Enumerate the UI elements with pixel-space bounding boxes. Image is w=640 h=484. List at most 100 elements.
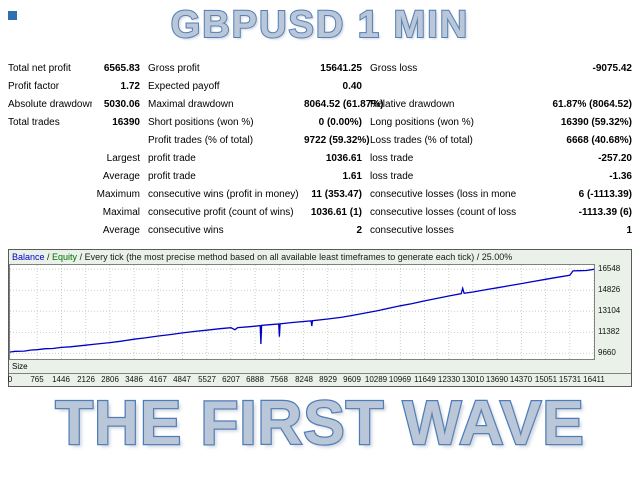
plot-row: 16548 14826 13104 11382 9660	[9, 264, 631, 360]
table-row: Average profit trade 1.61 loss trade -1.36	[8, 167, 632, 185]
x-axis-label: 4847	[173, 375, 191, 384]
x-axis-label: 6888	[246, 375, 264, 384]
table-label: profit trade	[148, 152, 196, 164]
table-value: 61.87% (8064.52)	[552, 98, 632, 110]
table-label: Expected payoff	[148, 80, 220, 92]
size-pane-label: Size	[12, 362, 28, 371]
x-axis-label: 765	[30, 375, 44, 384]
legend-separator: /	[44, 252, 53, 262]
table-value: 8064.52 (61.87%)	[304, 98, 384, 110]
report-table: Total net profit 6565.83 Gross profit 15641…	[8, 59, 632, 239]
table-row: Absolute drawdown 5030.06 Maximal drawdown…	[8, 95, 632, 113]
x-axis-label: 0	[7, 375, 13, 384]
legend-balance-label: Balance	[12, 252, 45, 262]
table-label: profit trade	[148, 170, 196, 182]
y-axis-label: 13104	[598, 306, 621, 315]
table-row: Profit trades (% of total) 9722 (59.32%) L…	[8, 131, 632, 149]
table-value: 6565.83	[103, 62, 140, 74]
table-row: Maximum consecutive wins (profit in money…	[8, 185, 632, 203]
corner-marker	[8, 11, 17, 20]
y-axis-label: 11382	[598, 327, 620, 336]
table-value: 16390 (59.32%)	[560, 116, 632, 128]
table-value: 15641.25	[320, 62, 362, 74]
x-axis-label: 10969	[388, 375, 412, 384]
x-axis-label: 6207	[222, 375, 240, 384]
table-label: Maximal	[102, 206, 140, 218]
table-value: 1.61	[342, 170, 362, 182]
table-label: consecutive losses (loss in money)	[370, 188, 516, 200]
table-value: -9075.42	[592, 62, 632, 74]
page-title: GBPUSD 1 MIN	[170, 3, 470, 47]
table-label: consecutive losses (count of losses)	[370, 206, 516, 218]
table-row: Profit factor 1.72 Expected payoff 0.40	[8, 77, 632, 95]
table-row: Total trades 16390 Short positions (won %)…	[8, 113, 632, 131]
table-label: loss trade	[370, 152, 414, 164]
x-axis-label: 8248	[295, 375, 313, 384]
x-axis-label: 8929	[319, 375, 337, 384]
size-pane: Size	[9, 360, 631, 374]
table-value: 11 (353.47)	[311, 188, 362, 200]
x-axis-label: 5527	[198, 375, 216, 384]
x-axis-label: 11649	[414, 375, 436, 384]
table-row: Largest profit trade 1036.61 loss trade -257…	[8, 149, 632, 167]
table-label: Profit trades (% of total)	[148, 134, 254, 146]
table-value: 1036.61	[325, 152, 362, 164]
table-label: consecutive wins (profit in money)	[148, 188, 299, 200]
table-label: Total net profit	[8, 62, 71, 74]
table-label: Average	[102, 224, 140, 236]
footer-title: THE FIRST WAVE	[54, 389, 585, 458]
y-axis-label: 16548	[598, 264, 621, 273]
table-value: 0.40	[342, 80, 362, 92]
balance-chart-svg	[10, 265, 594, 359]
table-value: -1113.39 (6)	[578, 206, 632, 218]
balance-plot	[9, 264, 595, 360]
x-axis-label: 15731	[558, 375, 582, 384]
table-row: Average consecutive wins 2 consecutive loss…	[8, 221, 632, 239]
table-label: Loss trades (% of total)	[370, 134, 473, 146]
table-label: Maximum	[96, 188, 140, 200]
table-label: Total trades	[8, 116, 60, 128]
y-axis-label: 14826	[598, 285, 621, 294]
tester-graph: Balance / Equity / Every tick (the most …	[8, 249, 632, 387]
table-label: Profit factor	[8, 80, 60, 92]
x-axis-label: 9609	[343, 375, 361, 384]
table-value: -1.36	[609, 170, 632, 182]
chart-legend: Balance / Equity / Every tick (the most …	[9, 250, 631, 264]
x-axis-label: 4167	[149, 375, 167, 384]
x-axis-label: 2806	[101, 375, 119, 384]
table-value: 16390	[112, 116, 140, 128]
table-value: 0 (0.00%)	[318, 116, 362, 128]
legend-equity-label: Equity	[52, 252, 78, 262]
table-value: -257.20	[598, 152, 632, 164]
table-label: consecutive profit (count of wins)	[148, 206, 294, 218]
table-value: 1036.61 (1)	[310, 206, 362, 218]
x-axis-labels: 0 765 1446 2126 2806 3486 4167 4847 5527 6207 6888…	[7, 374, 605, 386]
x-axis-label: 7568	[270, 375, 288, 384]
y-axis-label: 9660	[598, 348, 616, 357]
table-value: 6 (-1113.39)	[578, 188, 632, 200]
table-label: Average	[102, 170, 140, 182]
legend-description: / Every tick (the most precise method ba…	[77, 252, 513, 262]
y-axis-labels: 16548 14826 13104 11382 9660	[595, 264, 631, 360]
table-label: Relative drawdown	[370, 98, 455, 110]
table-label: consecutive losses	[370, 224, 454, 236]
x-axis-label: 2126	[77, 375, 95, 384]
x-axis-label: 13010	[461, 375, 485, 384]
x-axis-label: 14370	[509, 375, 533, 384]
table-value: 6668 (40.68%)	[566, 134, 632, 146]
x-axis-label: 10289	[364, 375, 388, 384]
table-label: consecutive wins	[148, 224, 224, 236]
table-value: 9722 (59.32%)	[304, 134, 370, 146]
table-row: Maximal consecutive profit (count of wins…	[8, 203, 632, 221]
table-label: Maximal drawdown	[148, 98, 234, 110]
x-axis-label: 12330	[437, 375, 461, 384]
table-label: loss trade	[370, 170, 414, 182]
table-label: Gross loss	[370, 62, 418, 74]
x-axis-label: 3486	[125, 375, 143, 384]
table-value: 2	[356, 224, 362, 236]
x-axis-label: 15051	[534, 375, 558, 384]
table-value: 1.72	[120, 80, 140, 92]
table-value: 1	[626, 224, 632, 236]
table-row: Total net profit 6565.83 Gross profit 15641…	[8, 59, 632, 77]
series-balance	[10, 268, 594, 353]
